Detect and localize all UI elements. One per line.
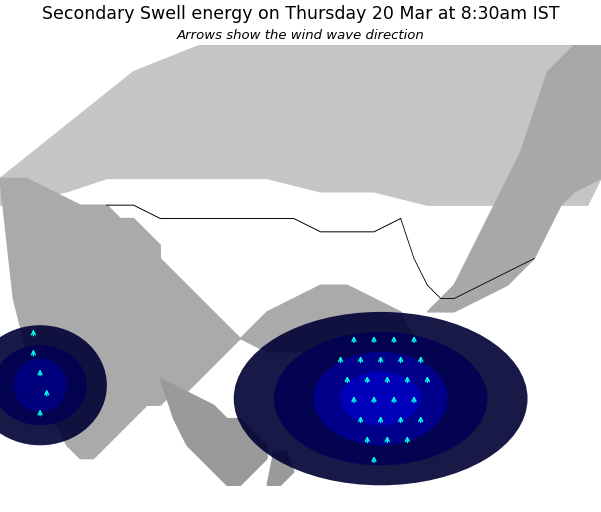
Polygon shape: [0, 45, 601, 205]
Ellipse shape: [0, 345, 87, 425]
Ellipse shape: [314, 352, 447, 445]
Ellipse shape: [274, 332, 487, 465]
Polygon shape: [0, 179, 414, 459]
Text: Secondary Swell energy on Thursday 20 Mar at 8:30am IST: Secondary Swell energy on Thursday 20 Ma…: [41, 5, 560, 23]
Ellipse shape: [13, 358, 67, 412]
Ellipse shape: [234, 312, 528, 485]
Text: Arrows show the wind wave direction: Arrows show the wind wave direction: [177, 29, 424, 41]
Polygon shape: [160, 378, 267, 485]
Polygon shape: [427, 45, 601, 312]
Polygon shape: [267, 452, 294, 485]
Ellipse shape: [341, 372, 421, 425]
Ellipse shape: [0, 325, 107, 445]
